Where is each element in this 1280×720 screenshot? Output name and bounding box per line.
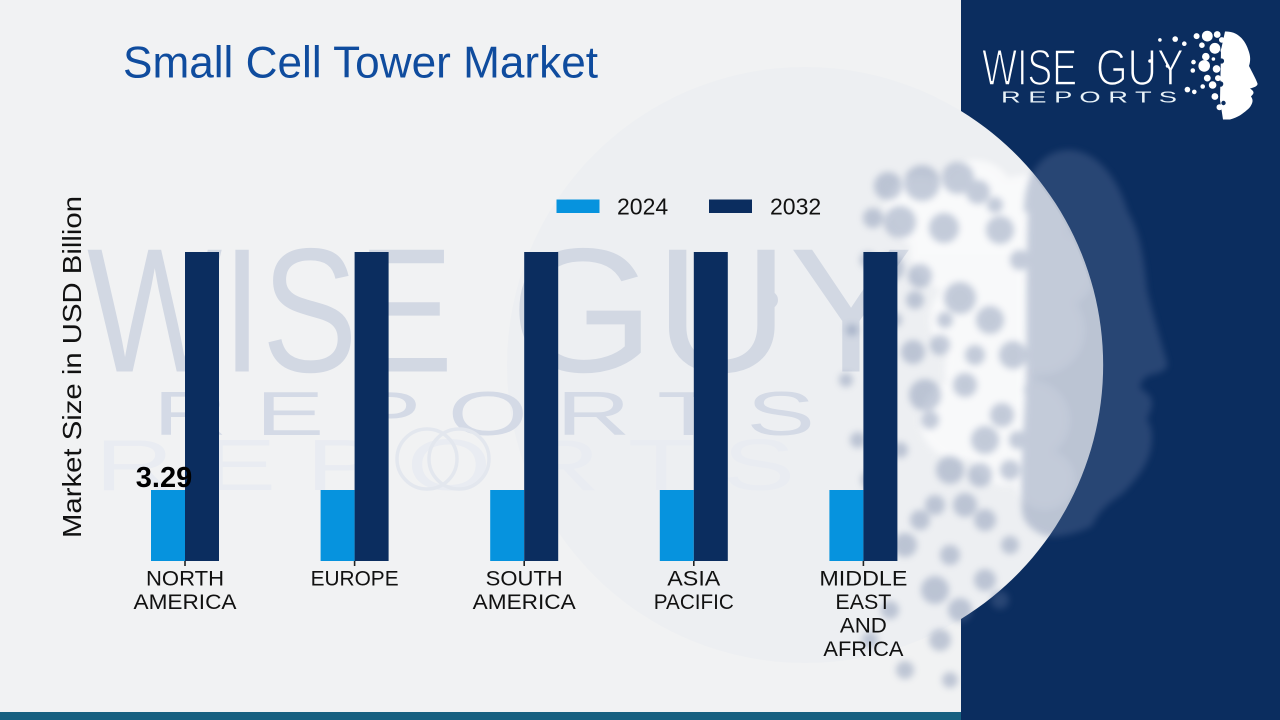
svg-text:R E P O R T S: R E P O R T S: [1001, 90, 1177, 107]
svg-text:GUY: GUY: [1096, 39, 1184, 96]
svg-text:3.29: 3.29: [136, 462, 192, 494]
svg-text:2032: 2032: [770, 193, 821, 219]
svg-text:EUROPE: EUROPE: [311, 568, 399, 591]
svg-text:Market Size in USD Billion: Market Size in USD Billion: [57, 196, 87, 538]
svg-text:WISE: WISE: [87, 212, 453, 410]
svg-text:Small Cell Tower Market: Small Cell Tower Market: [123, 39, 599, 88]
svg-text:WISE: WISE: [982, 39, 1077, 96]
svg-text:2024: 2024: [617, 193, 668, 219]
